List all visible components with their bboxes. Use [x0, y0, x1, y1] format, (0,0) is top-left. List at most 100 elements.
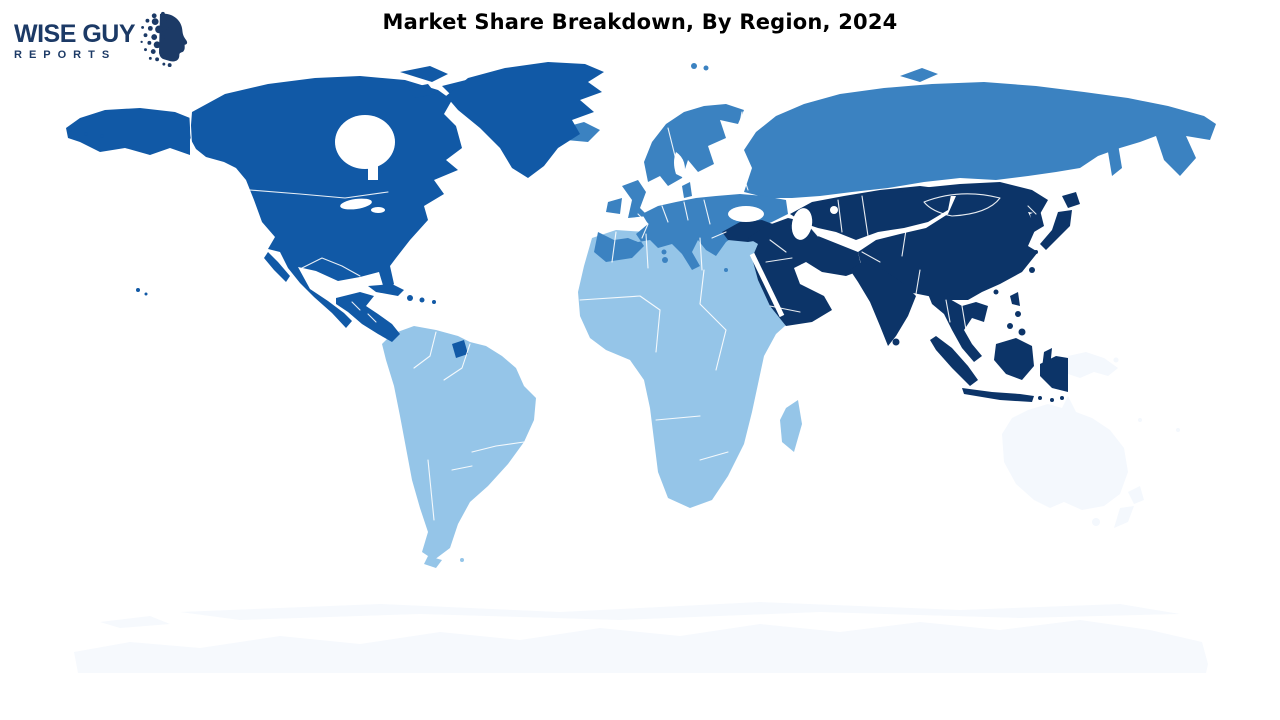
- border-central-america: [351, 301, 377, 323]
- border-germany-poland: [683, 201, 689, 221]
- great-britain: [622, 180, 648, 218]
- tasmania: [1092, 518, 1100, 526]
- aleutian-island: [100, 134, 104, 138]
- canada-usa-mexico: [190, 76, 462, 328]
- madagascar: [780, 400, 802, 452]
- region-north-america: [66, 62, 604, 358]
- taiwan: [1029, 267, 1035, 273]
- new-zealand-north: [1128, 486, 1144, 504]
- india: [850, 262, 916, 346]
- baltic-sea: [674, 152, 685, 178]
- crete: [724, 268, 728, 272]
- james-bay: [368, 160, 378, 180]
- logo: WISE GUY REPORTS: [14, 8, 189, 70]
- island: [1176, 428, 1180, 432]
- japan-honshu: [1040, 210, 1072, 250]
- philippines-island: [1015, 311, 1021, 317]
- aral-sea: [830, 206, 838, 214]
- border-burma-thailand: [945, 299, 951, 323]
- red-sea: [749, 252, 785, 318]
- hainan: [993, 289, 999, 295]
- border-poland-ukraine: [703, 199, 711, 225]
- border-kazakh-uzbek: [837, 199, 843, 233]
- border-kenya: [715, 329, 727, 371]
- japan-hokkaido: [1062, 192, 1080, 208]
- java: [962, 388, 1034, 402]
- french-guiana: [452, 340, 468, 358]
- antarctica-islet: [100, 616, 170, 628]
- baja-california: [264, 252, 290, 282]
- region-africa-south-america: [382, 230, 808, 568]
- philippines-island: [1007, 323, 1013, 329]
- black-sea: [728, 206, 764, 222]
- border-libya-egypt: [699, 237, 703, 271]
- great-lakes: [371, 207, 385, 213]
- alaska: [66, 108, 190, 155]
- scandinavia: [644, 104, 744, 186]
- logo-head-icon: [140, 11, 188, 68]
- antarctica-main: [74, 620, 1208, 673]
- border-finland-russia: [738, 111, 749, 191]
- denmark: [682, 182, 692, 198]
- arctic-island: [408, 84, 436, 98]
- border-angola-namibia: [655, 415, 701, 421]
- philippines-luzon: [1010, 292, 1020, 306]
- border-iraq-iran: [769, 239, 787, 253]
- border-norway-sweden: [667, 127, 679, 169]
- indochina-malay: [928, 294, 988, 362]
- novaya-zemlya: [900, 68, 938, 82]
- border-botswana: [699, 451, 729, 461]
- puerto-rico: [419, 297, 425, 303]
- border-us-canada: [195, 189, 389, 199]
- svalbard: [703, 65, 709, 71]
- japan-kyushu: [1034, 250, 1038, 254]
- border-thailand-cambodia: [961, 305, 967, 331]
- lesser-sunda: [1060, 396, 1064, 400]
- logo-wordmark: WISE GUY: [14, 20, 136, 48]
- tierra-del-fuego: [424, 556, 442, 568]
- aleutian-island: [68, 128, 72, 132]
- caribbean-island: [432, 300, 436, 304]
- country-borders: [189, 111, 1037, 521]
- lesser-sunda: [1050, 398, 1054, 402]
- hispaniola: [407, 295, 413, 301]
- hudson-bay: [335, 115, 395, 169]
- border-alaska-canada: [189, 117, 193, 153]
- south-america: [382, 326, 536, 560]
- russia: [744, 82, 1216, 198]
- arctic-island: [400, 66, 448, 82]
- aleutian-island: [84, 132, 88, 136]
- logo-text: WISE GUY REPORTS: [14, 20, 136, 62]
- border-colombia: [413, 331, 437, 369]
- great-lakes: [340, 198, 372, 210]
- yucatan-central-america: [336, 292, 400, 342]
- west-papua: [1040, 356, 1068, 392]
- sea-overlays: [335, 115, 838, 318]
- philippines-mindanao: [1018, 328, 1026, 336]
- papua-new-guinea: [1068, 352, 1118, 378]
- border-chile-argentina: [427, 459, 435, 521]
- border-morocco-algeria: [611, 231, 617, 263]
- border-yemen-oman: [769, 305, 801, 313]
- sardinia: [662, 257, 668, 263]
- border-brazil-south: [471, 441, 525, 453]
- logo-subtitle: REPORTS: [14, 49, 117, 61]
- border-venezuela-brazil: [443, 343, 471, 381]
- border-nigeria: [655, 309, 661, 353]
- australia: [1002, 396, 1128, 510]
- sakhalin: [1108, 144, 1122, 176]
- island: [1113, 357, 1119, 363]
- korea: [1030, 210, 1044, 232]
- border-france-germany: [661, 205, 669, 223]
- border-paraguay: [451, 465, 473, 471]
- border-caspian-east: [805, 221, 819, 237]
- central-asia: [790, 186, 952, 240]
- border-china-india: [901, 229, 907, 257]
- hawaii: [144, 292, 148, 296]
- border-kazakh-east: [861, 195, 869, 237]
- borneo: [994, 338, 1034, 380]
- persian-gulf: [798, 264, 824, 286]
- border-mongolia: [923, 193, 1001, 217]
- border-korea-china: [1027, 205, 1037, 215]
- falkland-islands: [460, 558, 464, 562]
